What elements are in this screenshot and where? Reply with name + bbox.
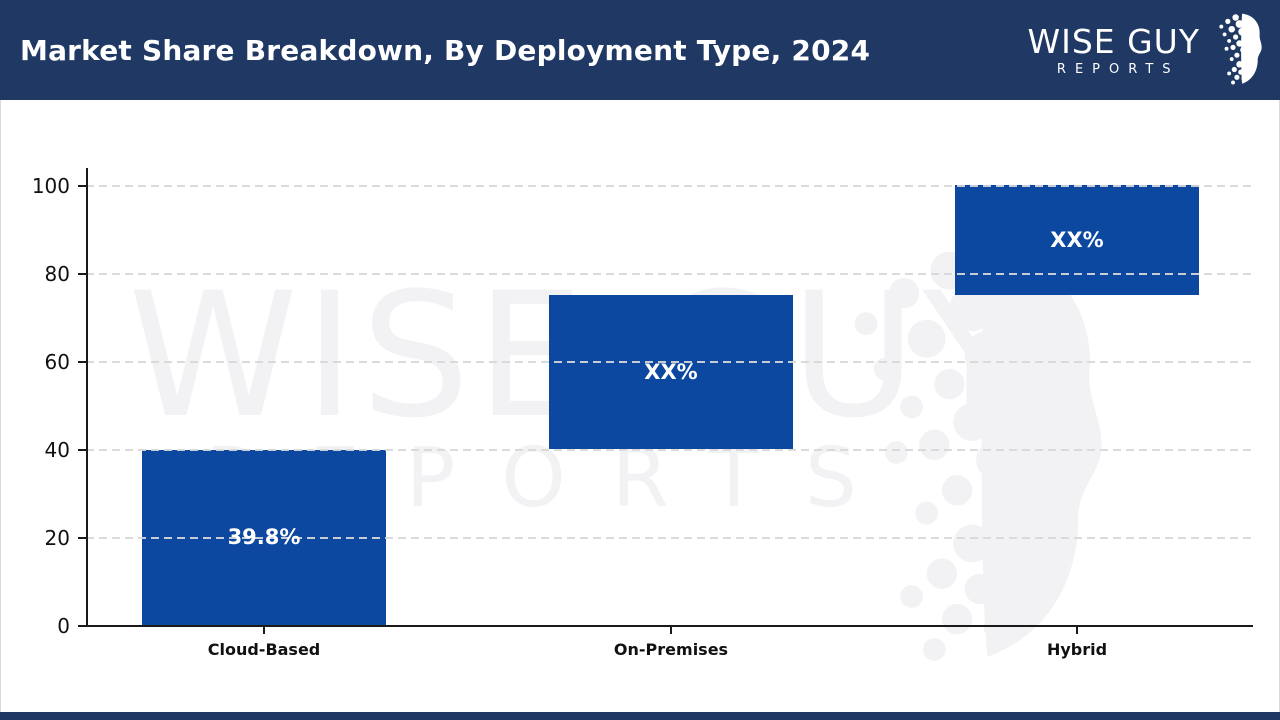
bar-value-label: 39.8%: [227, 525, 301, 550]
x-category-label: Hybrid: [1046, 640, 1108, 659]
y-tick-label: 40: [44, 438, 70, 462]
bar-value-label: XX%: [644, 360, 698, 384]
y-tick-label: 80: [44, 262, 70, 286]
x-tick-mark: [263, 627, 265, 634]
wiseguy-logo: WISE GUY REPORTS: [1027, 11, 1266, 89]
y-tick-mark: [78, 537, 86, 539]
y-tick-mark: [78, 361, 86, 363]
y-tick-mark: [78, 185, 86, 187]
logo-wordmark: WISE GUY REPORTS: [1027, 25, 1200, 76]
gridline: [86, 273, 1253, 275]
bar-on-premises: [549, 295, 793, 449]
y-tick-label: 60: [44, 350, 70, 374]
y-axis-line: [86, 168, 88, 627]
x-axis-line: [86, 625, 1253, 627]
logo-wordmark-line1: WISE GUY: [1027, 21, 1200, 61]
y-tick-mark: [78, 449, 86, 451]
x-category-label: On-Premises: [613, 640, 729, 659]
wiseguy-head-icon: [1219, 13, 1262, 85]
x-tick-mark: [1076, 627, 1078, 634]
gridline: [86, 361, 1253, 363]
gridline: [86, 537, 1253, 539]
y-tick-label: 0: [57, 614, 70, 638]
y-tick-label: 20: [44, 526, 70, 550]
footer-bar: [0, 712, 1280, 720]
y-tick-mark: [78, 273, 86, 275]
chart-area: WISE GUY REPORTS 39.8% XX% XX% 0 20 40 60 80 10…: [0, 100, 1280, 712]
x-tick-mark: [670, 627, 672, 634]
gridline: [86, 185, 1253, 187]
bar-value-label: XX%: [1050, 228, 1104, 252]
y-tick-label: 100: [31, 174, 70, 198]
header: Market Share Breakdown, By Deployment Ty…: [0, 0, 1280, 100]
gridline: [86, 449, 1253, 451]
x-category-label: Cloud-Based: [207, 640, 321, 659]
page-title: Market Share Breakdown, By Deployment Ty…: [20, 33, 871, 67]
y-tick-mark: [78, 625, 86, 627]
logo-wordmark-line2: REPORTS: [1056, 61, 1180, 77]
